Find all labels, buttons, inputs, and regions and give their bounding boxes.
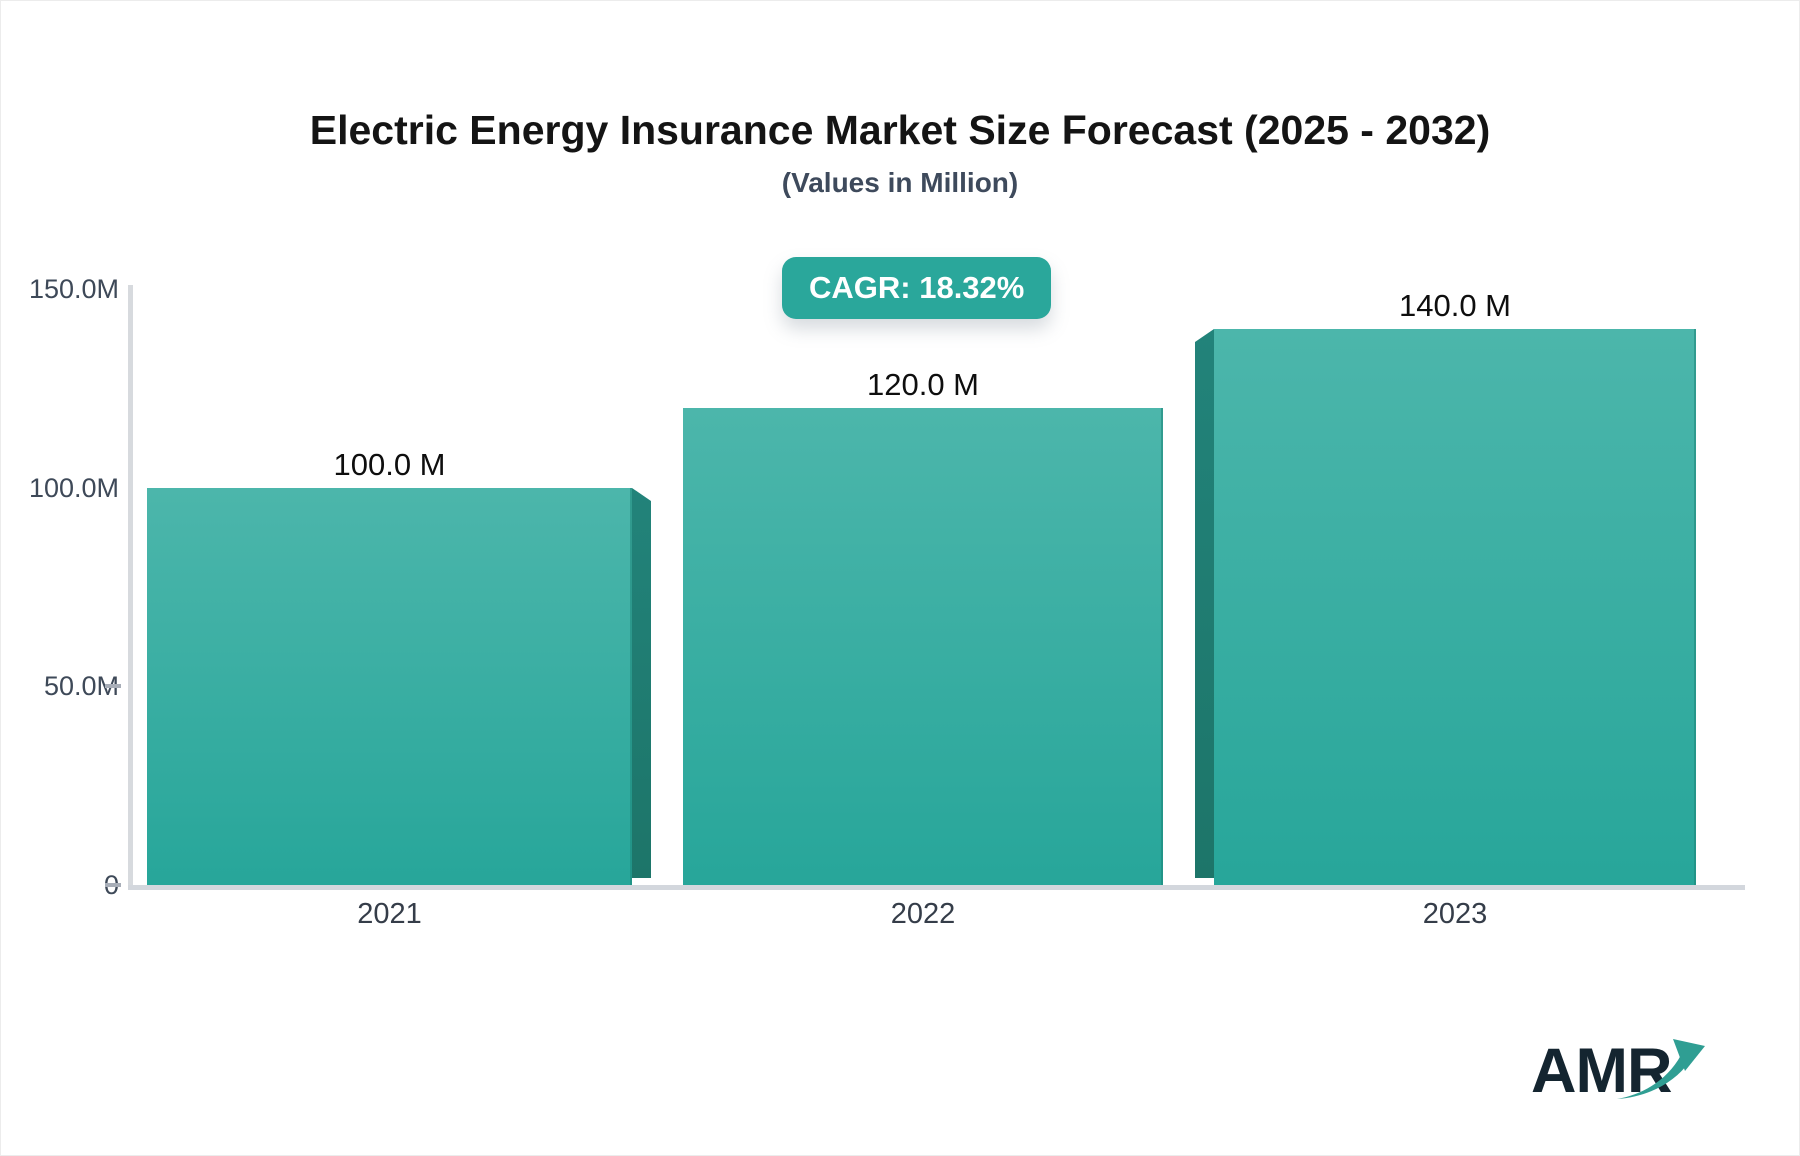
bar-value-label: 120.0 M bbox=[866, 367, 979, 402]
chart-title: Electric Energy Insurance Market Size Fo… bbox=[309, 107, 1491, 153]
bar-value-label: 100.0 M bbox=[333, 447, 446, 482]
x-axis-label: 2022 bbox=[890, 898, 956, 930]
x-axis-label: 2021 bbox=[357, 898, 422, 930]
y-axis-tick-label: 150.0M bbox=[28, 274, 119, 304]
bar-2023 bbox=[1214, 329, 1696, 885]
chart-subtitle: (Values in Million) bbox=[781, 167, 1019, 198]
y-axis-tick-label: 50.0M bbox=[43, 671, 119, 701]
bar-value-label: 140.0 M bbox=[1398, 288, 1511, 323]
amr-logo-text: AMR bbox=[1531, 1036, 1672, 1106]
x-axis-line bbox=[128, 885, 1745, 890]
amr-logo: AMR bbox=[1531, 1035, 1721, 1115]
bar-bevel-2023 bbox=[1195, 329, 1214, 878]
growth-arrow-icon bbox=[1617, 1039, 1705, 1099]
y-axis-tick-label: 0 bbox=[1, 868, 119, 902]
bar-2022 bbox=[683, 408, 1163, 885]
y-axis-tick-dash bbox=[105, 883, 121, 887]
bar-bevel-2021 bbox=[632, 488, 651, 878]
cagr-badge: CAGR: 18.32% bbox=[782, 257, 1052, 319]
y-axis-line bbox=[128, 285, 133, 890]
bar-2021 bbox=[147, 488, 632, 885]
x-axis-label: 2023 bbox=[1422, 898, 1488, 930]
y-axis-tick-label: 100.0M bbox=[28, 473, 119, 503]
y-axis-tick-dash bbox=[105, 684, 121, 688]
